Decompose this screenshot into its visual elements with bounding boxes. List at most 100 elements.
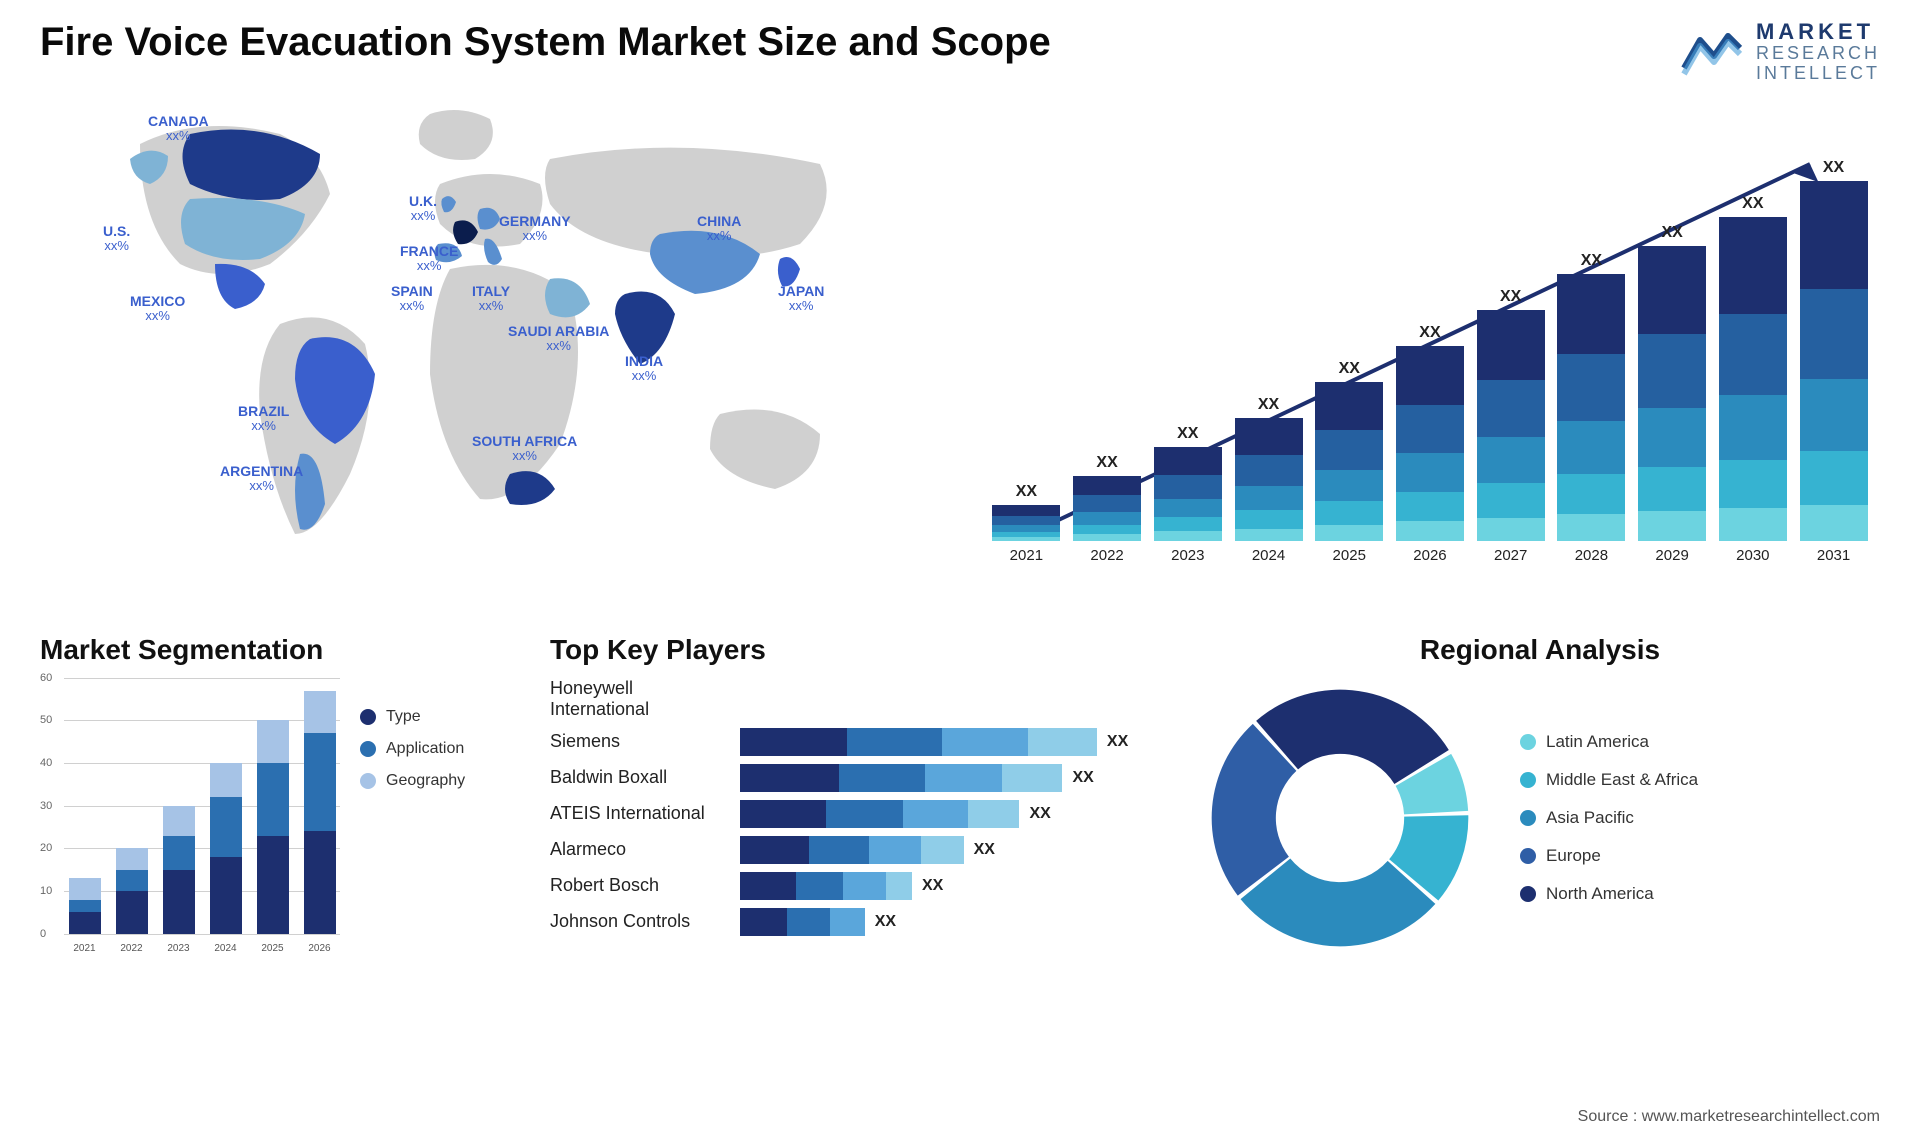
forecast-segment — [1557, 474, 1625, 514]
world-map-panel: CANADAxx%U.S.xx%MEXICOxx%BRAZILxx%ARGENT… — [40, 104, 940, 604]
seg-year-label: 2024 — [210, 943, 242, 954]
forecast-segment — [1154, 517, 1222, 531]
seg-segment — [304, 691, 336, 734]
forecast-segment — [1315, 470, 1383, 502]
player-segment — [968, 800, 1020, 828]
seg-year-label: 2026 — [304, 943, 336, 954]
forecast-year-label: 2027 — [1494, 547, 1527, 564]
page-title: Fire Voice Evacuation System Market Size… — [40, 20, 1051, 65]
forecast-segment — [1719, 314, 1787, 395]
legend-label: Europe — [1546, 846, 1601, 866]
seg-segment — [116, 891, 148, 934]
forecast-bar: XX 2021 — [992, 483, 1060, 564]
forecast-segment — [1315, 430, 1383, 470]
forecast-year-label: 2031 — [1817, 547, 1850, 564]
player-bar — [740, 728, 1097, 756]
player-bar — [740, 836, 964, 864]
player-name: Johnson Controls — [550, 911, 730, 932]
seg-gridline — [64, 934, 340, 935]
forecast-segment — [1719, 217, 1787, 314]
forecast-bar: XX2029 — [1638, 224, 1706, 564]
player-bar — [740, 764, 1063, 792]
forecast-segment — [992, 537, 1060, 541]
regional-panel: Regional Analysis Latin America Middle Ea… — [1200, 634, 1880, 958]
forecast-segment — [1396, 346, 1464, 404]
forecast-segment — [1800, 181, 1868, 289]
player-name: Robert Bosch — [550, 875, 730, 896]
map-label: INDIAxx% — [625, 354, 663, 384]
player-row: Johnson ControlsXX — [550, 908, 1170, 936]
player-value-label: XX — [974, 841, 995, 859]
forecast-segment — [1235, 510, 1303, 528]
regional-legend-item: Asia Pacific — [1520, 808, 1698, 828]
legend-dot-icon — [360, 773, 376, 789]
forecast-segment — [1073, 512, 1141, 525]
seg-bar: 2024 — [210, 763, 242, 934]
forecast-year-label: 2023 — [1171, 547, 1204, 564]
player-segment — [921, 836, 964, 864]
player-segment — [826, 800, 903, 828]
seg-ytick: 60 — [40, 672, 52, 684]
player-segment — [942, 728, 1028, 756]
player-row: Baldwin BoxallXX — [550, 764, 1170, 792]
forecast-year-label: 2021 — [1010, 547, 1043, 564]
forecast-segment — [1396, 453, 1464, 492]
forecast-value-label: XX — [1016, 483, 1037, 501]
forecast-segment — [1154, 531, 1222, 540]
world-map — [40, 104, 940, 604]
regional-legend-item: Latin America — [1520, 732, 1698, 752]
seg-year-label: 2021 — [69, 943, 101, 954]
forecast-segment — [1800, 289, 1868, 379]
seg-bar: 2021 — [69, 878, 101, 933]
player-name: ATEIS International — [550, 803, 730, 824]
forecast-segment — [1315, 382, 1383, 430]
forecast-segment — [1154, 499, 1222, 518]
seg-segment — [163, 870, 195, 934]
regional-legend-item: North America — [1520, 884, 1698, 904]
forecast-year-label: 2029 — [1655, 547, 1688, 564]
legend-label: Middle East & Africa — [1546, 770, 1698, 790]
logo-mark-icon — [1680, 28, 1744, 76]
forecast-segment — [1315, 501, 1383, 525]
player-segment — [740, 800, 826, 828]
legend-label: North America — [1546, 884, 1654, 904]
forecast-segment — [1638, 467, 1706, 511]
forecast-segment — [1800, 451, 1868, 505]
map-label: ITALYxx% — [472, 284, 510, 314]
player-segment — [1002, 764, 1062, 792]
forecast-value-label: XX — [1258, 396, 1279, 414]
seg-segment — [304, 831, 336, 933]
forecast-bar: XX2026 — [1396, 324, 1464, 563]
seg-segment — [116, 870, 148, 891]
regional-title: Regional Analysis — [1200, 634, 1880, 666]
player-bar — [740, 800, 1020, 828]
forecast-segment — [1073, 476, 1141, 495]
map-label: GERMANYxx% — [499, 214, 571, 244]
forecast-bar: XX2028 — [1557, 252, 1625, 563]
forecast-segment — [1719, 395, 1787, 460]
forecast-segment — [1235, 418, 1303, 455]
forecast-bar: XX2022 — [1073, 454, 1141, 564]
seg-ytick: 50 — [40, 714, 52, 726]
forecast-segment — [1235, 529, 1303, 541]
forecast-segment — [1396, 405, 1464, 454]
player-row: SiemensXX — [550, 728, 1170, 756]
forecast-bar: XX2025 — [1315, 360, 1383, 563]
map-label: BRAZILxx% — [238, 404, 289, 434]
forecast-segment — [1154, 447, 1222, 475]
forecast-segment — [1235, 486, 1303, 510]
legend-label: Asia Pacific — [1546, 808, 1634, 828]
seg-ytick: 40 — [40, 757, 52, 769]
player-row: Robert BoschXX — [550, 872, 1170, 900]
player-name: Baldwin Boxall — [550, 767, 730, 788]
player-segment — [740, 908, 787, 936]
player-segment — [847, 728, 942, 756]
legend-dot-icon — [1520, 734, 1536, 750]
map-label: JAPANxx% — [778, 284, 824, 314]
seg-segment — [69, 900, 101, 913]
seg-legend-item: Type — [360, 708, 465, 726]
seg-segment — [69, 878, 101, 899]
player-segment — [1028, 728, 1097, 756]
player-value-label: XX — [1030, 805, 1051, 823]
forecast-segment — [1557, 421, 1625, 474]
